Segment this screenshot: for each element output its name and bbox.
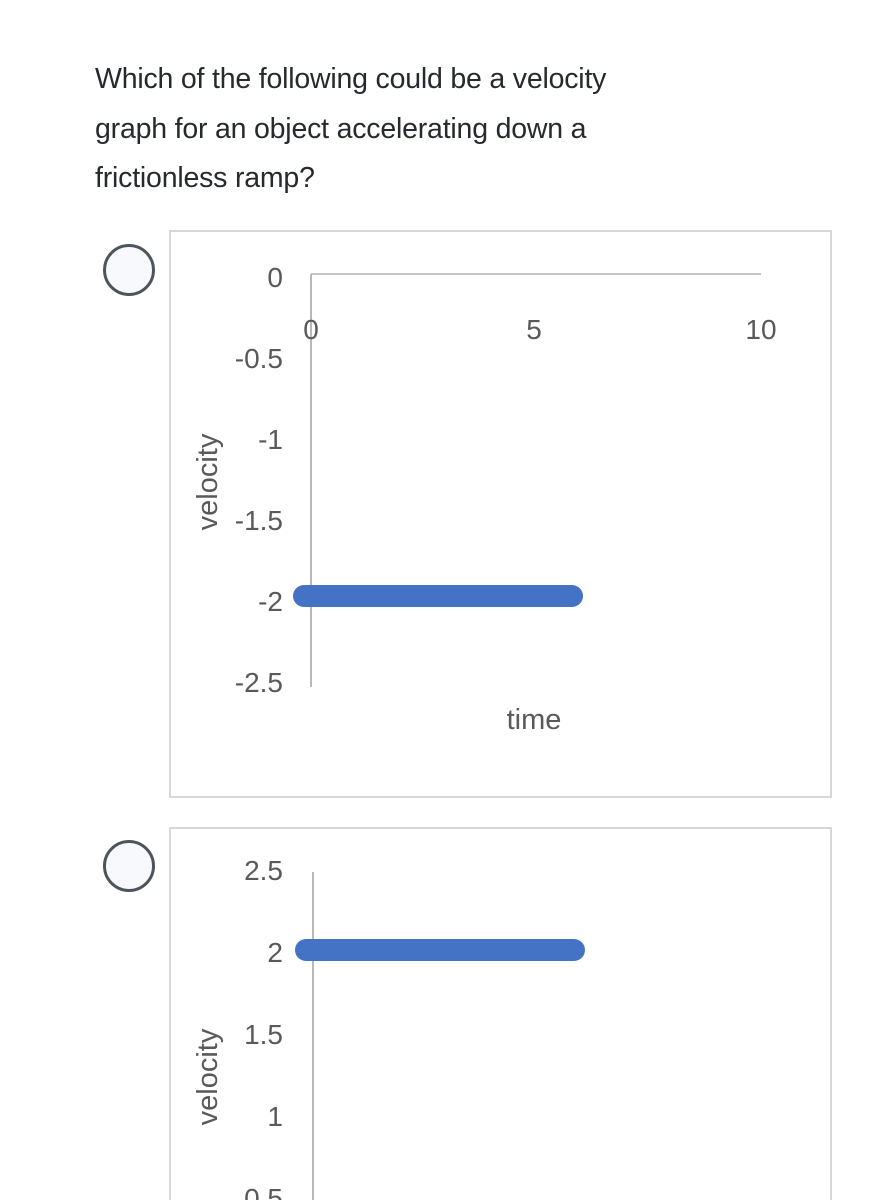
chart-a-x-axis-line	[311, 273, 761, 275]
question-line: frictionless ramp?	[95, 162, 315, 194]
question-line: graph for an object accelerating down a	[95, 112, 587, 145]
chart-a-ytick: -1.5	[234, 505, 283, 536]
chart-b-ytick: 0.5	[244, 1183, 283, 1200]
chart-a-xtick: 10	[745, 314, 777, 345]
chart-a-y-axis-line	[310, 274, 312, 687]
chart-a-velocity-series-line	[293, 585, 583, 607]
chart-b-ytick: 1.5	[244, 1019, 283, 1050]
question-text: Which of the following could be a veloci…	[95, 55, 815, 204]
option-a-radio[interactable]	[103, 244, 155, 296]
option-b-chart-card: 2.5 2 1.5 1 0.5 velocity	[169, 827, 832, 1200]
chart-b-ytick: 2	[267, 937, 283, 968]
chart-a-x-axis-title: time	[506, 704, 562, 736]
chart-b-velocity-series-line	[295, 939, 585, 961]
chart-b-ytick: 2.5	[244, 855, 283, 886]
option-b-radio[interactable]	[103, 840, 155, 892]
chart-b-y-axis-title: velocity	[192, 1028, 224, 1126]
chart-a-ytick: -0.5	[234, 343, 283, 374]
question-line: Which of the following could be a veloci…	[95, 63, 607, 95]
chart-a-xtick: 0	[303, 314, 319, 345]
chart-a-ytick: -1	[258, 424, 283, 455]
chart-b-y-axis-line	[312, 872, 314, 1200]
chart-a-ytick: -2	[258, 586, 283, 617]
chart-b-ytick: 1	[267, 1101, 283, 1132]
chart-a-ytick: 0	[267, 262, 283, 293]
chart-a-y-axis-title: velocity	[192, 433, 224, 531]
option-a-chart-card: 0 -0.5 -1 -1.5 -2 -2.5 0 5 10 velocity t…	[169, 230, 832, 798]
chart-a-xtick: 5	[526, 314, 542, 345]
chart-a-ytick: -2.5	[234, 667, 283, 698]
